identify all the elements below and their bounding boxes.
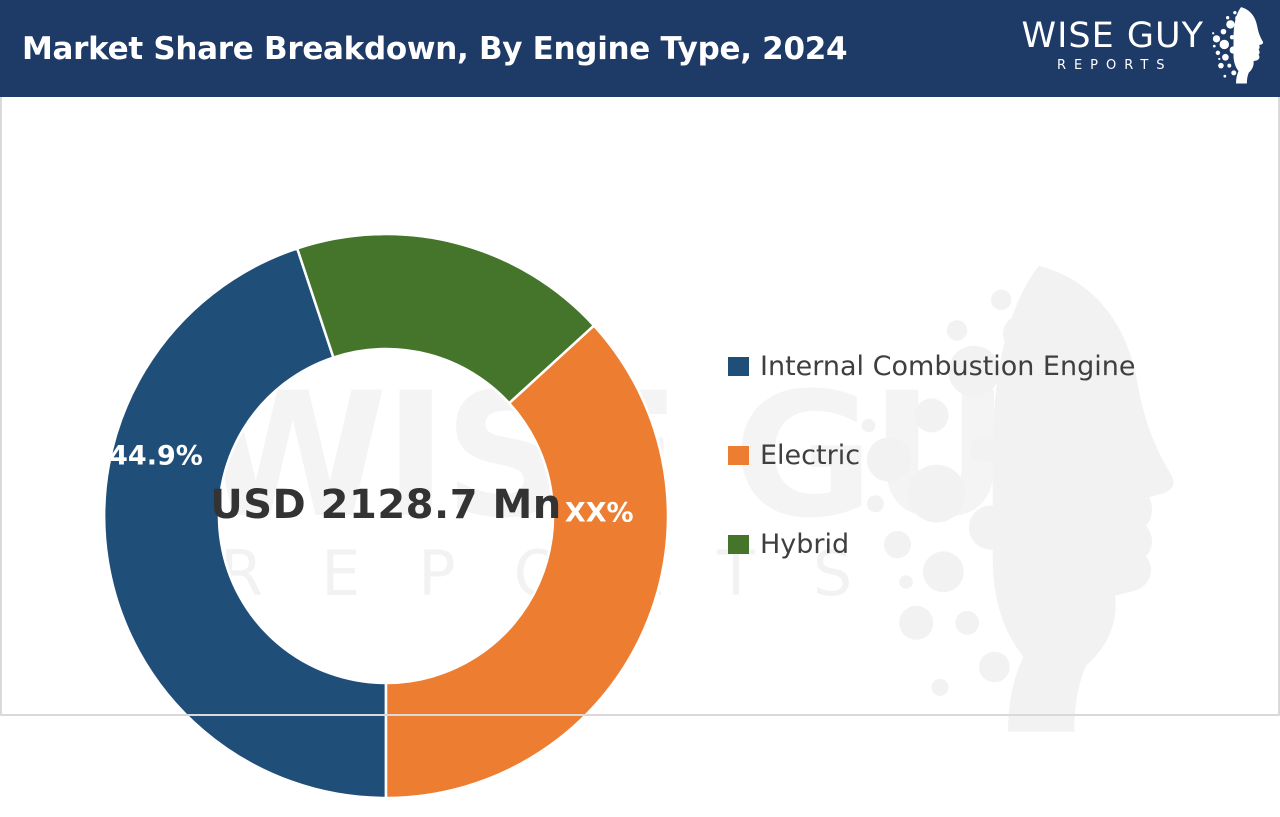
legend-swatch-internal-combustion-engine: [728, 357, 749, 376]
chart-legend: Internal Combustion Engine Electric Hybr…: [728, 351, 1135, 618]
legend-item-internal-combustion-engine: Internal Combustion Engine: [728, 351, 1135, 382]
logo-face-icon: [1212, 7, 1264, 84]
chart-area: WISE GUY REPORTS USD 2128.7 Mn Internal …: [0, 97, 1280, 800]
wiseguy-logo: WISE GUY REPORTS: [1021, 6, 1264, 84]
donut-segment-internal-combustion-engine: [102, 247, 388, 800]
legend-swatch-electric: [728, 446, 749, 465]
donut-segment-electric: [384, 324, 670, 800]
header-bar: Market Share Breakdown, By Engine Type, …: [0, 0, 1280, 97]
donut-chart: [102, 232, 670, 800]
page-title: Market Share Breakdown, By Engine Type, …: [22, 30, 848, 67]
legend-label: Internal Combustion Engine: [760, 351, 1136, 382]
legend-swatch-hybrid: [728, 535, 749, 554]
donut-center-value: USD 2128.7 Mn: [210, 482, 562, 528]
segment-label-internal-combustion-engine: 44.9%: [109, 440, 203, 472]
legend-label: Electric: [760, 440, 861, 471]
wiseguy-logo-text: WISE GUY REPORTS: [1021, 17, 1204, 73]
donut-segment-hybrid: [295, 232, 596, 405]
logo-subtitle: REPORTS: [1056, 58, 1173, 73]
segment-label-hybrid: XX%: [410, 178, 479, 209]
legend-item-hybrid: Hybrid: [728, 529, 1135, 560]
logo-wordmark: WISE GUY: [1021, 16, 1204, 56]
segment-label-electric: XX%: [564, 497, 634, 529]
legend-label: Hybrid: [760, 529, 850, 560]
legend-item-electric: Electric: [728, 440, 1135, 471]
